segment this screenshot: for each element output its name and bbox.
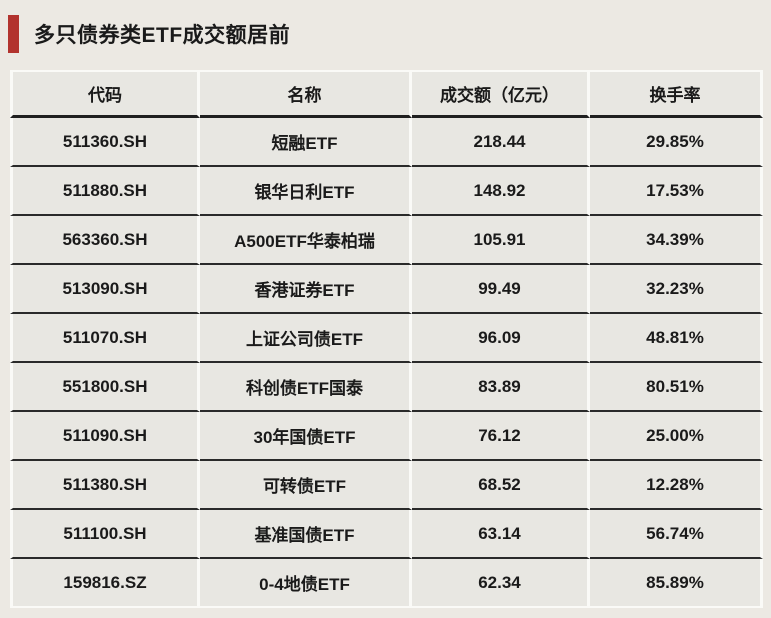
volume-cell: 99.49: [412, 265, 590, 314]
turnover-cell: 32.23%: [590, 265, 763, 314]
table-row: 511880.SH 银华日利ETF 148.92 17.53%: [10, 167, 763, 216]
code-cell: 159816.SZ: [10, 559, 200, 608]
table-row: 511100.SH 基准国债ETF 63.14 56.74%: [10, 510, 763, 559]
name-cell: A500ETF华泰柏瑞: [200, 216, 412, 265]
code-cell: 511380.SH: [10, 461, 200, 510]
name-cell: 基准国债ETF: [200, 510, 412, 559]
header-turnover: 换手率: [590, 70, 763, 118]
code-cell: 563360.SH: [10, 216, 200, 265]
title-row: 多只债券类ETF成交额居前: [8, 14, 290, 54]
turnover-cell: 34.39%: [590, 216, 763, 265]
volume-cell: 63.14: [412, 510, 590, 559]
title-accent-bar: [8, 15, 19, 53]
turnover-cell: 25.00%: [590, 412, 763, 461]
name-cell: 短融ETF: [200, 118, 412, 167]
volume-cell: 62.34: [412, 559, 590, 608]
table-header: 代码 名称 成交额（亿元） 换手率: [10, 70, 763, 118]
name-cell: 科创债ETF国泰: [200, 363, 412, 412]
volume-cell: 68.52: [412, 461, 590, 510]
turnover-cell: 80.51%: [590, 363, 763, 412]
name-cell: 银华日利ETF: [200, 167, 412, 216]
header-row: 代码 名称 成交额（亿元） 换手率: [10, 70, 763, 118]
name-cell: 30年国债ETF: [200, 412, 412, 461]
header-volume: 成交额（亿元）: [412, 70, 590, 118]
table-row: 511070.SH 上证公司债ETF 96.09 48.81%: [10, 314, 763, 363]
turnover-cell: 48.81%: [590, 314, 763, 363]
table-row: 551800.SH 科创债ETF国泰 83.89 80.51%: [10, 363, 763, 412]
code-cell: 511360.SH: [10, 118, 200, 167]
table-row: 563360.SH A500ETF华泰柏瑞 105.91 34.39%: [10, 216, 763, 265]
turnover-cell: 12.28%: [590, 461, 763, 510]
code-cell: 551800.SH: [10, 363, 200, 412]
header-code: 代码: [10, 70, 200, 118]
turnover-cell: 85.89%: [590, 559, 763, 608]
volume-cell: 218.44: [412, 118, 590, 167]
table-row: 159816.SZ 0-4地债ETF 62.34 85.89%: [10, 559, 763, 608]
table-row: 511090.SH 30年国债ETF 76.12 25.00%: [10, 412, 763, 461]
etf-table: 代码 名称 成交额（亿元） 换手率 511360.SH 短融ETF 218.44…: [10, 70, 763, 608]
code-cell: 511100.SH: [10, 510, 200, 559]
volume-cell: 96.09: [412, 314, 590, 363]
table-row: 511380.SH 可转债ETF 68.52 12.28%: [10, 461, 763, 510]
turnover-cell: 17.53%: [590, 167, 763, 216]
name-cell: 0-4地债ETF: [200, 559, 412, 608]
code-cell: 511070.SH: [10, 314, 200, 363]
turnover-cell: 56.74%: [590, 510, 763, 559]
name-cell: 可转债ETF: [200, 461, 412, 510]
code-cell: 511090.SH: [10, 412, 200, 461]
header-name: 名称: [200, 70, 412, 118]
page-title: 多只债券类ETF成交额居前: [34, 24, 291, 47]
volume-cell: 105.91: [412, 216, 590, 265]
name-cell: 上证公司债ETF: [200, 314, 412, 363]
table-body: 511360.SH 短融ETF 218.44 29.85% 511880.SH …: [10, 118, 763, 608]
code-cell: 511880.SH: [10, 167, 200, 216]
code-cell: 513090.SH: [10, 265, 200, 314]
turnover-cell: 29.85%: [590, 118, 763, 167]
name-cell: 香港证券ETF: [200, 265, 412, 314]
volume-cell: 76.12: [412, 412, 590, 461]
volume-cell: 148.92: [412, 167, 590, 216]
table-row: 511360.SH 短融ETF 218.44 29.85%: [10, 118, 763, 167]
volume-cell: 83.89: [412, 363, 590, 412]
table-row: 513090.SH 香港证券ETF 99.49 32.23%: [10, 265, 763, 314]
